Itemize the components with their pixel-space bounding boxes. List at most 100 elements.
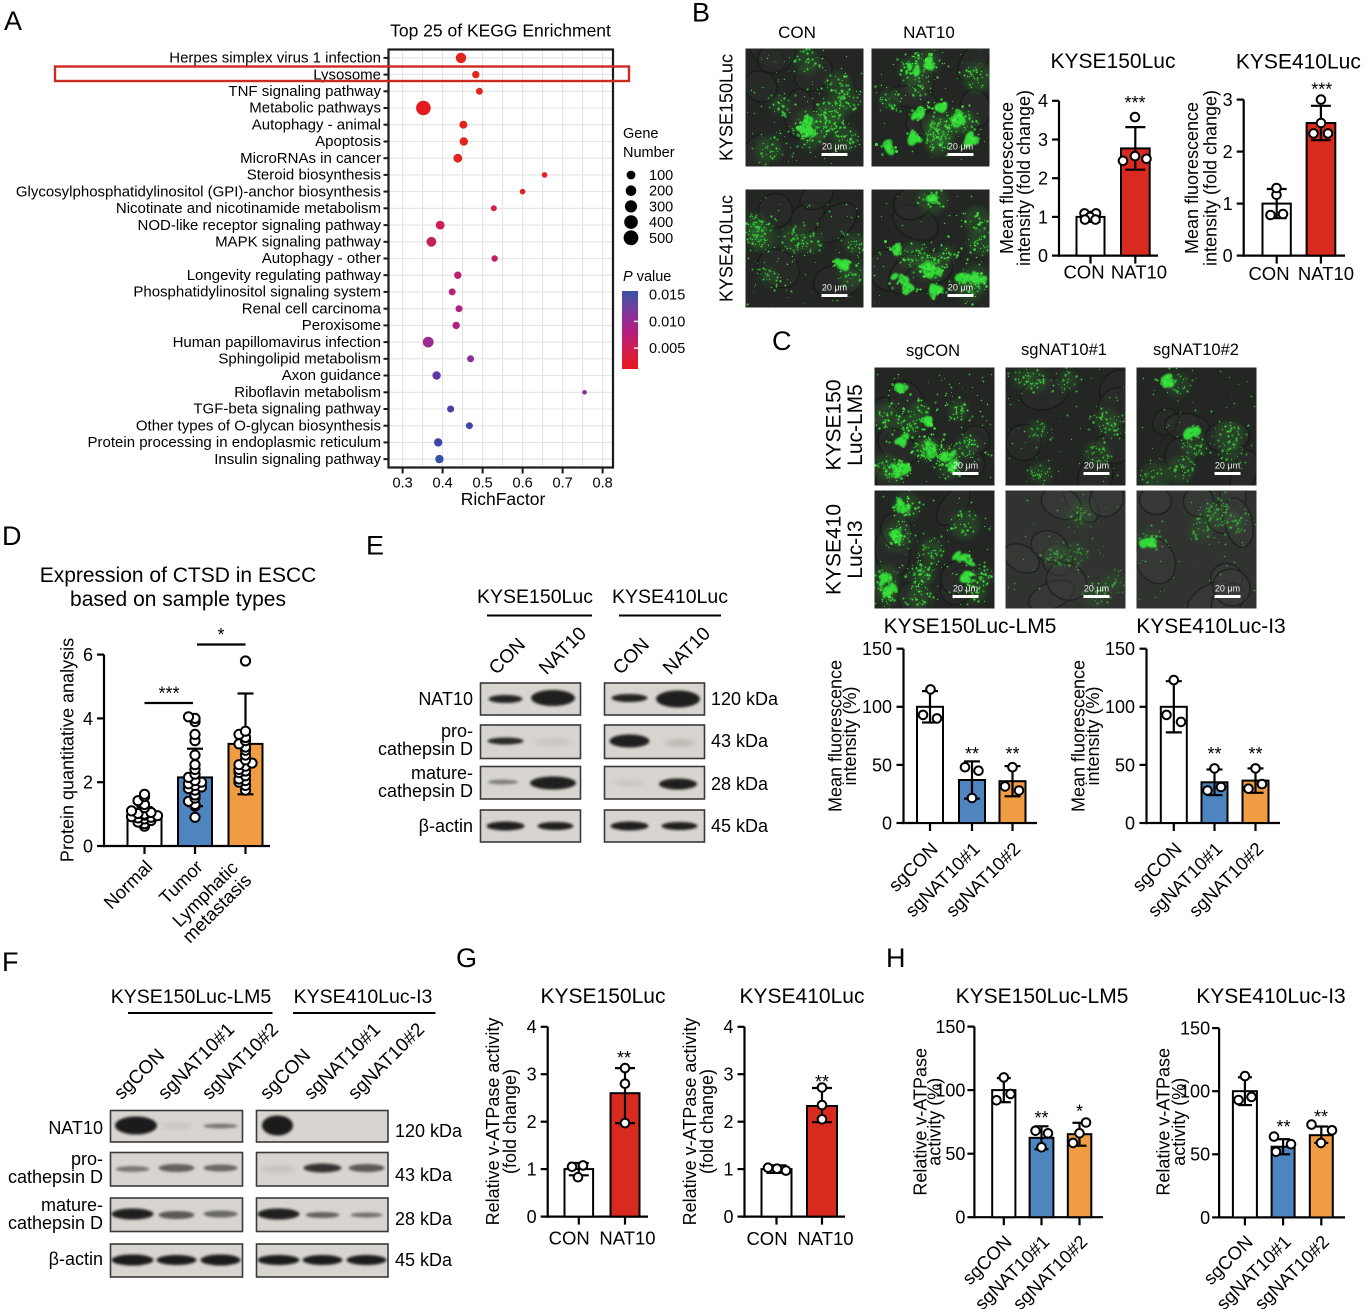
svg-text:50: 50 (872, 755, 892, 775)
svg-text:Human papillomavirus infection: Human papillomavirus infection (173, 334, 381, 351)
svg-text:β-actin: β-actin (419, 816, 473, 836)
svg-text:**: ** (1034, 1108, 1048, 1128)
svg-text:KYSE410Luc: KYSE410Luc (612, 586, 728, 608)
svg-text:20 μm: 20 μm (953, 461, 978, 471)
svg-text:0.015: 0.015 (649, 288, 685, 304)
svg-text:Luc-I3: Luc-I3 (844, 520, 867, 578)
svg-text:Other types of O-glycan biosyn: Other types of O-glycan biosynthesis (136, 417, 381, 434)
svg-text:based on sample types: based on sample types (70, 588, 286, 611)
svg-text:NAT10: NAT10 (48, 1118, 103, 1138)
svg-text:20 μm: 20 μm (1084, 584, 1109, 594)
svg-text:**: ** (1207, 744, 1221, 764)
svg-text:Apoptosis: Apoptosis (315, 133, 381, 150)
svg-text:KYSE150Luc-LM5: KYSE150Luc-LM5 (884, 615, 1057, 638)
svg-text:100: 100 (1105, 697, 1135, 717)
svg-text:Expression of CTSD in ESCC: Expression of CTSD in ESCC (40, 564, 317, 587)
svg-text:CON: CON (1248, 263, 1289, 284)
svg-text:B: B (692, 0, 710, 28)
svg-text:Mean fluorescence: Mean fluorescence (826, 660, 846, 812)
svg-text:1: 1 (723, 1160, 733, 1180)
svg-text:2: 2 (83, 773, 93, 793)
svg-text:**: ** (965, 744, 979, 764)
svg-text:CON: CON (778, 23, 816, 42)
svg-text:H: H (886, 943, 906, 973)
svg-text:G: G (456, 943, 477, 973)
svg-text:120 kDa: 120 kDa (711, 689, 779, 709)
svg-text:NAT10: NAT10 (1298, 263, 1354, 284)
svg-text:0: 0 (1223, 246, 1233, 266)
svg-text:Herpes simplex virus 1 infecti: Herpes simplex virus 1 infection (169, 50, 381, 67)
svg-text:activity (%): activity (%) (1169, 1078, 1189, 1166)
svg-text:KYSE410Luc-I3: KYSE410Luc-I3 (1136, 615, 1285, 638)
svg-text:**: ** (815, 1072, 829, 1092)
svg-text:0.3: 0.3 (393, 476, 413, 492)
svg-text:0.005: 0.005 (649, 341, 685, 357)
svg-text:mature-: mature- (41, 1195, 103, 1215)
svg-text:Autophagy - other: Autophagy - other (262, 250, 381, 267)
svg-text:20 μm: 20 μm (953, 584, 978, 594)
svg-text:KYSE150Luc-LM5: KYSE150Luc-LM5 (111, 986, 272, 1008)
svg-text:0.5: 0.5 (473, 476, 493, 492)
svg-text:Phosphatidylinositol signaling: Phosphatidylinositol signaling system (133, 284, 381, 301)
svg-text:50: 50 (1115, 755, 1135, 775)
svg-text:50: 50 (945, 1144, 965, 1164)
svg-text:1: 1 (1038, 207, 1048, 227)
svg-text:Renal cell carcinoma: Renal cell carcinoma (242, 300, 382, 317)
svg-text:0: 0 (723, 1207, 733, 1227)
svg-text:pro-: pro- (441, 721, 473, 741)
svg-text:3: 3 (1038, 130, 1048, 150)
svg-text:Luc-LM5: Luc-LM5 (844, 384, 867, 466)
svg-text:28 kDa: 28 kDa (395, 1209, 453, 1229)
svg-text:0: 0 (1038, 246, 1048, 266)
svg-text:NAT10: NAT10 (1111, 262, 1167, 283)
svg-text:3: 3 (723, 1065, 733, 1085)
svg-text:20 μm: 20 μm (1084, 461, 1109, 471)
svg-text:NAT10: NAT10 (599, 1228, 655, 1249)
svg-text:KYSE410Luc-I3: KYSE410Luc-I3 (1196, 985, 1345, 1008)
svg-text:**: ** (1314, 1107, 1328, 1127)
svg-text:β-actin: β-actin (49, 1249, 103, 1269)
svg-text:cathepsin D: cathepsin D (378, 781, 473, 801)
svg-text:*: * (1076, 1102, 1083, 1122)
svg-text:C: C (772, 326, 792, 356)
svg-text:***: *** (1124, 93, 1145, 113)
svg-text:pro-: pro- (71, 1149, 103, 1169)
svg-text:0: 0 (882, 813, 892, 833)
svg-text:KYSE150Luc: KYSE150Luc (541, 985, 666, 1008)
svg-text:KYSE150Luc-LM5: KYSE150Luc-LM5 (956, 985, 1129, 1008)
svg-text:150: 150 (1105, 639, 1135, 659)
svg-text:Metabolic pathways: Metabolic pathways (249, 100, 381, 117)
svg-text:activity (%): activity (%) (925, 1078, 945, 1166)
svg-text:***: *** (158, 684, 179, 704)
svg-text:0: 0 (1125, 813, 1135, 833)
svg-text:sgCON: sgCON (906, 342, 960, 360)
svg-text:120 kDa: 120 kDa (395, 1121, 463, 1141)
svg-text:Autophagy - animal: Autophagy - animal (252, 116, 381, 133)
svg-text:0.8: 0.8 (593, 476, 613, 492)
svg-text:Mean fluorescence: Mean fluorescence (1182, 102, 1202, 254)
svg-text:KYSE150Luc: KYSE150Luc (477, 586, 593, 608)
svg-text:D: D (2, 521, 22, 551)
svg-text:Relative v-ATPase: Relative v-ATPase (1154, 1048, 1174, 1196)
svg-text:3: 3 (1223, 90, 1233, 110)
svg-text:Longevity regulating pathway: Longevity regulating pathway (187, 267, 382, 284)
svg-text:KYSE410Luc: KYSE410Luc (1236, 51, 1361, 74)
svg-text:500: 500 (649, 231, 673, 247)
svg-text:CON: CON (549, 1228, 590, 1249)
svg-text:20 μm: 20 μm (948, 142, 973, 152)
svg-text:150: 150 (935, 1017, 965, 1037)
svg-text:0.7: 0.7 (553, 476, 573, 492)
svg-text:45 kDa: 45 kDa (395, 1250, 453, 1270)
svg-text:6: 6 (83, 645, 93, 665)
svg-text:***: *** (1311, 80, 1332, 100)
svg-text:Protein quantitative analysis: Protein quantitative analysis (58, 638, 78, 862)
svg-text:sgNAT10#1: sgNAT10#1 (1021, 341, 1107, 359)
svg-text:4: 4 (527, 1017, 537, 1037)
svg-text:cathepsin D: cathepsin D (8, 1213, 103, 1233)
svg-text:NOD-like receptor signaling pa: NOD-like receptor signaling pathway (138, 217, 382, 234)
svg-text:20 μm: 20 μm (822, 142, 847, 152)
svg-text:45 kDa: 45 kDa (711, 816, 769, 836)
svg-text:TGF-beta signaling pathway: TGF-beta signaling pathway (193, 401, 381, 418)
svg-text:2: 2 (527, 1112, 537, 1132)
svg-text:28 kDa: 28 kDa (711, 774, 769, 794)
